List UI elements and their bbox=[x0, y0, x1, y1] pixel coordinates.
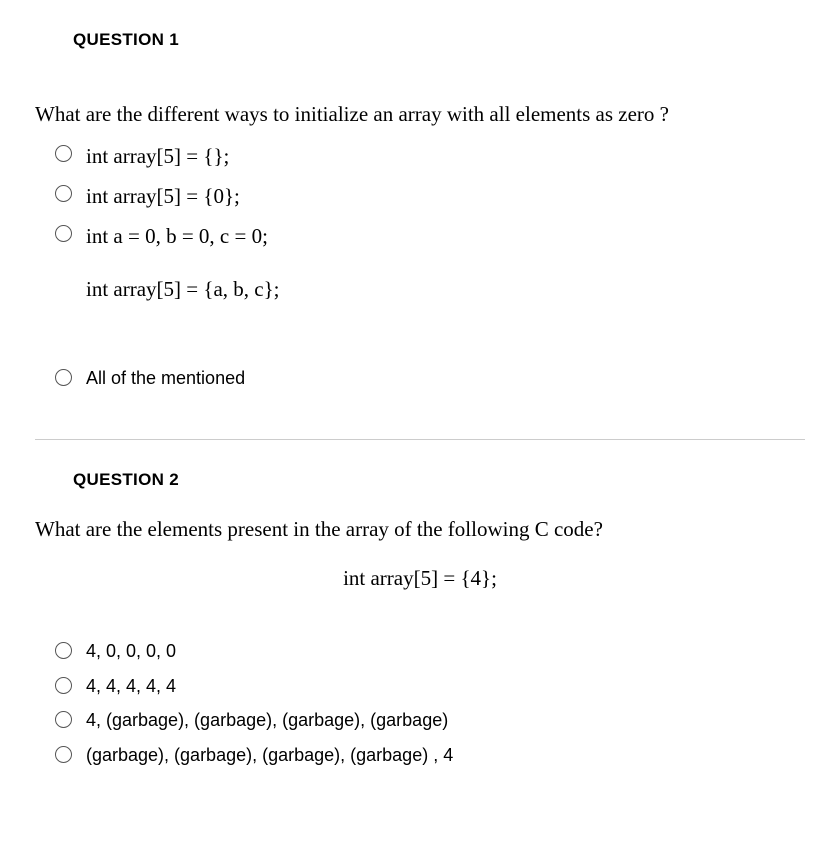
q2-option-1[interactable]: 4, 0, 0, 0, 0 bbox=[55, 636, 805, 667]
q1-option-3-line1: int a = 0, b = 0, c = 0; bbox=[86, 224, 268, 248]
q2-option-2[interactable]: 4, 4, 4, 4, 4 bbox=[55, 671, 805, 702]
q1-option-2-label: int array[5] = {0}; bbox=[86, 179, 805, 215]
q2-option-4-label: (garbage), (garbage), (garbage), (garbag… bbox=[86, 740, 805, 771]
q2-option-3-label: 4, (garbage), (garbage), (garbage), (gar… bbox=[86, 705, 805, 736]
question-2-prompt: What are the elements present in the arr… bbox=[35, 515, 805, 544]
radio-icon[interactable] bbox=[55, 746, 72, 763]
radio-icon[interactable] bbox=[55, 225, 72, 242]
question-1-heading: QUESTION 1 bbox=[73, 30, 805, 50]
question-1-prompt: What are the different ways to initializ… bbox=[35, 100, 805, 129]
q1-option-4-label: All of the mentioned bbox=[86, 363, 805, 394]
radio-icon[interactable] bbox=[55, 369, 72, 386]
question-2: QUESTION 2 What are the elements present… bbox=[35, 470, 805, 771]
radio-icon[interactable] bbox=[55, 145, 72, 162]
q2-option-4[interactable]: (garbage), (garbage), (garbage), (garbag… bbox=[55, 740, 805, 771]
q2-option-2-label: 4, 4, 4, 4, 4 bbox=[86, 671, 805, 702]
q1-option-3-line2: int array[5] = {a, b, c}; bbox=[86, 272, 805, 308]
question-1-options: int array[5] = {}; int array[5] = {0}; i… bbox=[35, 139, 805, 393]
q1-option-3-label: int a = 0, b = 0, c = 0; int array[5] = … bbox=[86, 219, 805, 308]
q1-option-3[interactable]: int a = 0, b = 0, c = 0; int array[5] = … bbox=[55, 219, 805, 308]
radio-icon[interactable] bbox=[55, 642, 72, 659]
q2-option-1-label: 4, 0, 0, 0, 0 bbox=[86, 636, 805, 667]
q1-option-1-label: int array[5] = {}; bbox=[86, 139, 805, 175]
question-1: QUESTION 1 What are the different ways t… bbox=[35, 30, 805, 394]
question-2-options: 4, 0, 0, 0, 0 4, 4, 4, 4, 4 4, (garbage)… bbox=[35, 636, 805, 770]
quiz-page: QUESTION 1 What are the different ways t… bbox=[0, 0, 840, 821]
radio-icon[interactable] bbox=[55, 185, 72, 202]
q2-option-3[interactable]: 4, (garbage), (garbage), (garbage), (gar… bbox=[55, 705, 805, 736]
radio-icon[interactable] bbox=[55, 677, 72, 694]
question-divider bbox=[35, 439, 805, 440]
question-2-heading: QUESTION 2 bbox=[73, 470, 805, 490]
question-2-code: int array[5] = {4}; bbox=[35, 566, 805, 591]
radio-icon[interactable] bbox=[55, 711, 72, 728]
q1-option-1[interactable]: int array[5] = {}; bbox=[55, 139, 805, 175]
q1-option-2[interactable]: int array[5] = {0}; bbox=[55, 179, 805, 215]
q1-option-4[interactable]: All of the mentioned bbox=[55, 363, 805, 394]
